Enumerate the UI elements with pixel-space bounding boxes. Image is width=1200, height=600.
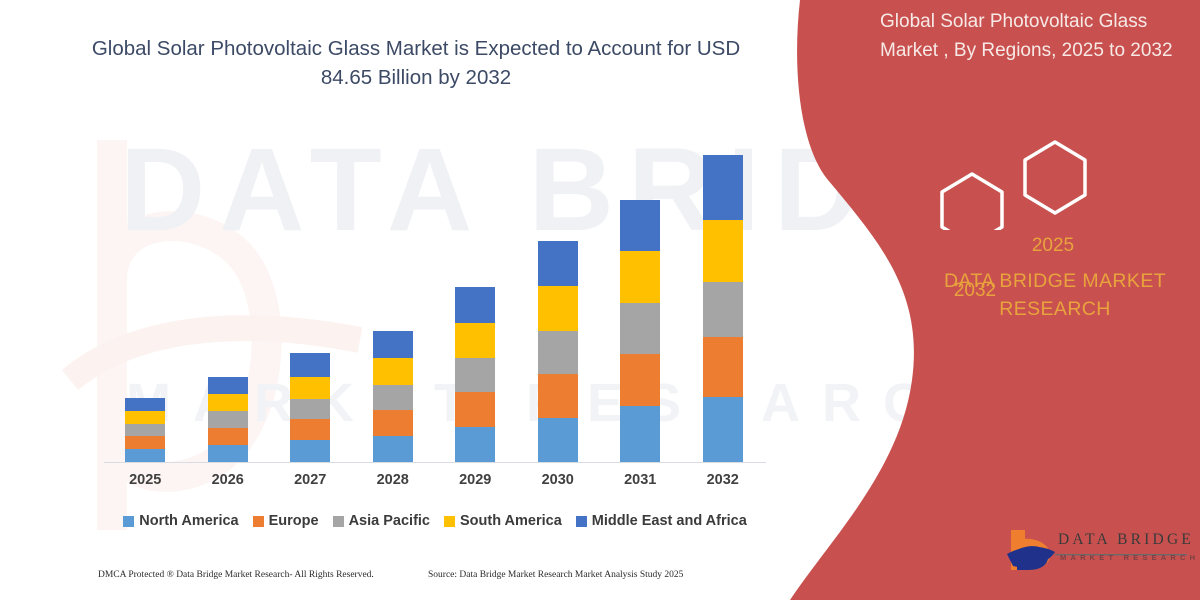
x-axis-label: 2028	[376, 472, 409, 488]
bar-segment-south-america	[125, 411, 166, 424]
legend-label: South America	[460, 513, 562, 529]
x-axis-label: 2027	[294, 472, 327, 488]
hexagon-outlines	[940, 140, 1087, 247]
legend-swatch-icon	[444, 515, 455, 527]
legend-label: Europe	[268, 513, 319, 529]
bar-segment-south-america	[372, 358, 413, 385]
bar-segment-middle-east-and-africa	[537, 241, 578, 286]
bar-segment-europe	[537, 374, 578, 418]
bar-column	[517, 140, 599, 462]
bar-segment-middle-east-and-africa	[207, 377, 248, 394]
legend-swatch-icon	[332, 515, 344, 527]
logo-secondary-text: MARKET RESEARCH	[1060, 553, 1200, 562]
page-title: Global Solar Photovoltaic Glass Market i…	[91, 37, 741, 90]
bar-segment-north-america	[207, 445, 248, 462]
bar-column	[599, 140, 681, 462]
bar-segment-asia-pacific	[372, 385, 413, 410]
x-axis-label: 2025	[129, 472, 162, 488]
x-axis-labels: 2025 2026 2027 2028 2029 2030 2031 2032	[104, 472, 764, 488]
legend-item-north-america[interactable]: North America	[123, 513, 239, 529]
legend-label: Middle East and Africa	[591, 513, 747, 529]
bar-column	[352, 140, 434, 462]
bar-segment-asia-pacific	[290, 399, 331, 419]
bar-segment-south-america	[702, 220, 743, 282]
stacked-bar-2025	[125, 398, 166, 462]
legend-item-asia-pacific[interactable]: Asia Pacific	[332, 513, 430, 529]
bar-segment-north-america	[455, 427, 496, 462]
footer-source: Source: Data Bridge Market Research Mark…	[428, 570, 684, 580]
bar-column	[682, 140, 764, 462]
bar-segment-south-america	[455, 323, 496, 358]
bar-segment-middle-east-and-africa	[290, 353, 331, 377]
footer-copyright: DMCA Protected ® Data Bridge Market Rese…	[98, 570, 374, 580]
bar-segment-south-america	[207, 394, 248, 411]
right-panel-heading: Global Solar Photovoltaic Glass Market ,…	[880, 11, 1173, 61]
bar-segment-middle-east-and-africa	[702, 155, 743, 220]
bar-column	[187, 140, 269, 462]
legend-label: Asia Pacific	[348, 513, 430, 529]
bar-segment-europe	[455, 392, 496, 427]
x-axis-label: 2031	[624, 472, 657, 488]
bar-segment-south-america	[290, 377, 331, 399]
bar-column	[434, 140, 516, 462]
bar-segment-europe	[702, 337, 743, 397]
bar-segment-middle-east-and-africa	[455, 287, 496, 323]
bar-segment-north-america	[702, 397, 743, 462]
bar-segment-north-america	[290, 440, 331, 462]
stacked-bar-2027	[290, 353, 331, 462]
bar-segment-europe	[207, 428, 248, 445]
hexagon-year-group: 2025 2032	[930, 100, 1120, 301]
x-axis-label: 2032	[706, 472, 739, 488]
bar-segment-middle-east-and-africa	[125, 398, 166, 411]
logo-primary-text: DATA BRIDGE	[1058, 531, 1195, 548]
legend-item-europe[interactable]: Europe	[252, 513, 319, 529]
legend-item-middle-east-and-africa[interactable]: Middle East and Africa	[575, 513, 747, 529]
x-axis-label: 2026	[211, 472, 244, 488]
x-axis-label: 2030	[541, 472, 574, 488]
hexagon-2032	[940, 172, 1004, 247]
bar-segment-middle-east-and-africa	[620, 200, 661, 251]
bar-segment-europe	[290, 419, 331, 440]
bar-segment-europe	[372, 410, 413, 436]
legend-item-south-america[interactable]: South America	[444, 513, 562, 529]
bar-segment-asia-pacific	[537, 331, 578, 374]
bar-segment-middle-east-and-africa	[372, 331, 413, 358]
hexagon-2025-label: 2025	[1031, 235, 1075, 256]
bar-segment-north-america	[620, 406, 661, 462]
legend-swatch-icon	[123, 515, 135, 527]
legend-swatch-icon	[252, 515, 264, 527]
hexagon-2025	[1023, 140, 1087, 215]
stacked-bar-2032	[702, 155, 743, 462]
chart-legend: North America Europe Asia Pacific South Ame…	[104, 513, 766, 529]
chart-axis-line	[104, 462, 766, 463]
stacked-bar-chart	[104, 140, 764, 462]
bar-segment-south-america	[537, 286, 578, 331]
bar-column	[269, 140, 351, 462]
hexagon-2032-label: 2032	[953, 280, 997, 301]
x-axis-label: 2029	[459, 472, 492, 488]
bar-column	[104, 140, 186, 462]
bar-segment-europe	[620, 354, 661, 406]
bar-segment-europe	[125, 436, 166, 449]
bar-segment-asia-pacific	[620, 303, 661, 354]
legend-swatch-icon	[575, 515, 587, 527]
stacked-bar-2026	[207, 377, 248, 462]
bar-segment-asia-pacific	[702, 282, 743, 337]
stacked-bar-2031	[620, 200, 661, 462]
stacked-bar-2029	[455, 287, 496, 462]
bar-segment-south-america	[620, 251, 661, 303]
bar-segment-north-america	[372, 436, 413, 462]
stacked-bar-2028	[372, 331, 413, 462]
bar-segment-asia-pacific	[455, 358, 496, 392]
legend-label: North America	[139, 513, 239, 529]
right-panel-brand: DATA BRIDGE MARKET RESEARCH	[943, 270, 1167, 320]
bar-segment-north-america	[125, 449, 166, 462]
data-bridge-logo	[1007, 530, 1187, 570]
stacked-bar-2030	[537, 241, 578, 462]
bar-segment-north-america	[537, 418, 578, 462]
bar-segment-asia-pacific	[125, 424, 166, 436]
bar-segment-asia-pacific	[207, 411, 248, 428]
